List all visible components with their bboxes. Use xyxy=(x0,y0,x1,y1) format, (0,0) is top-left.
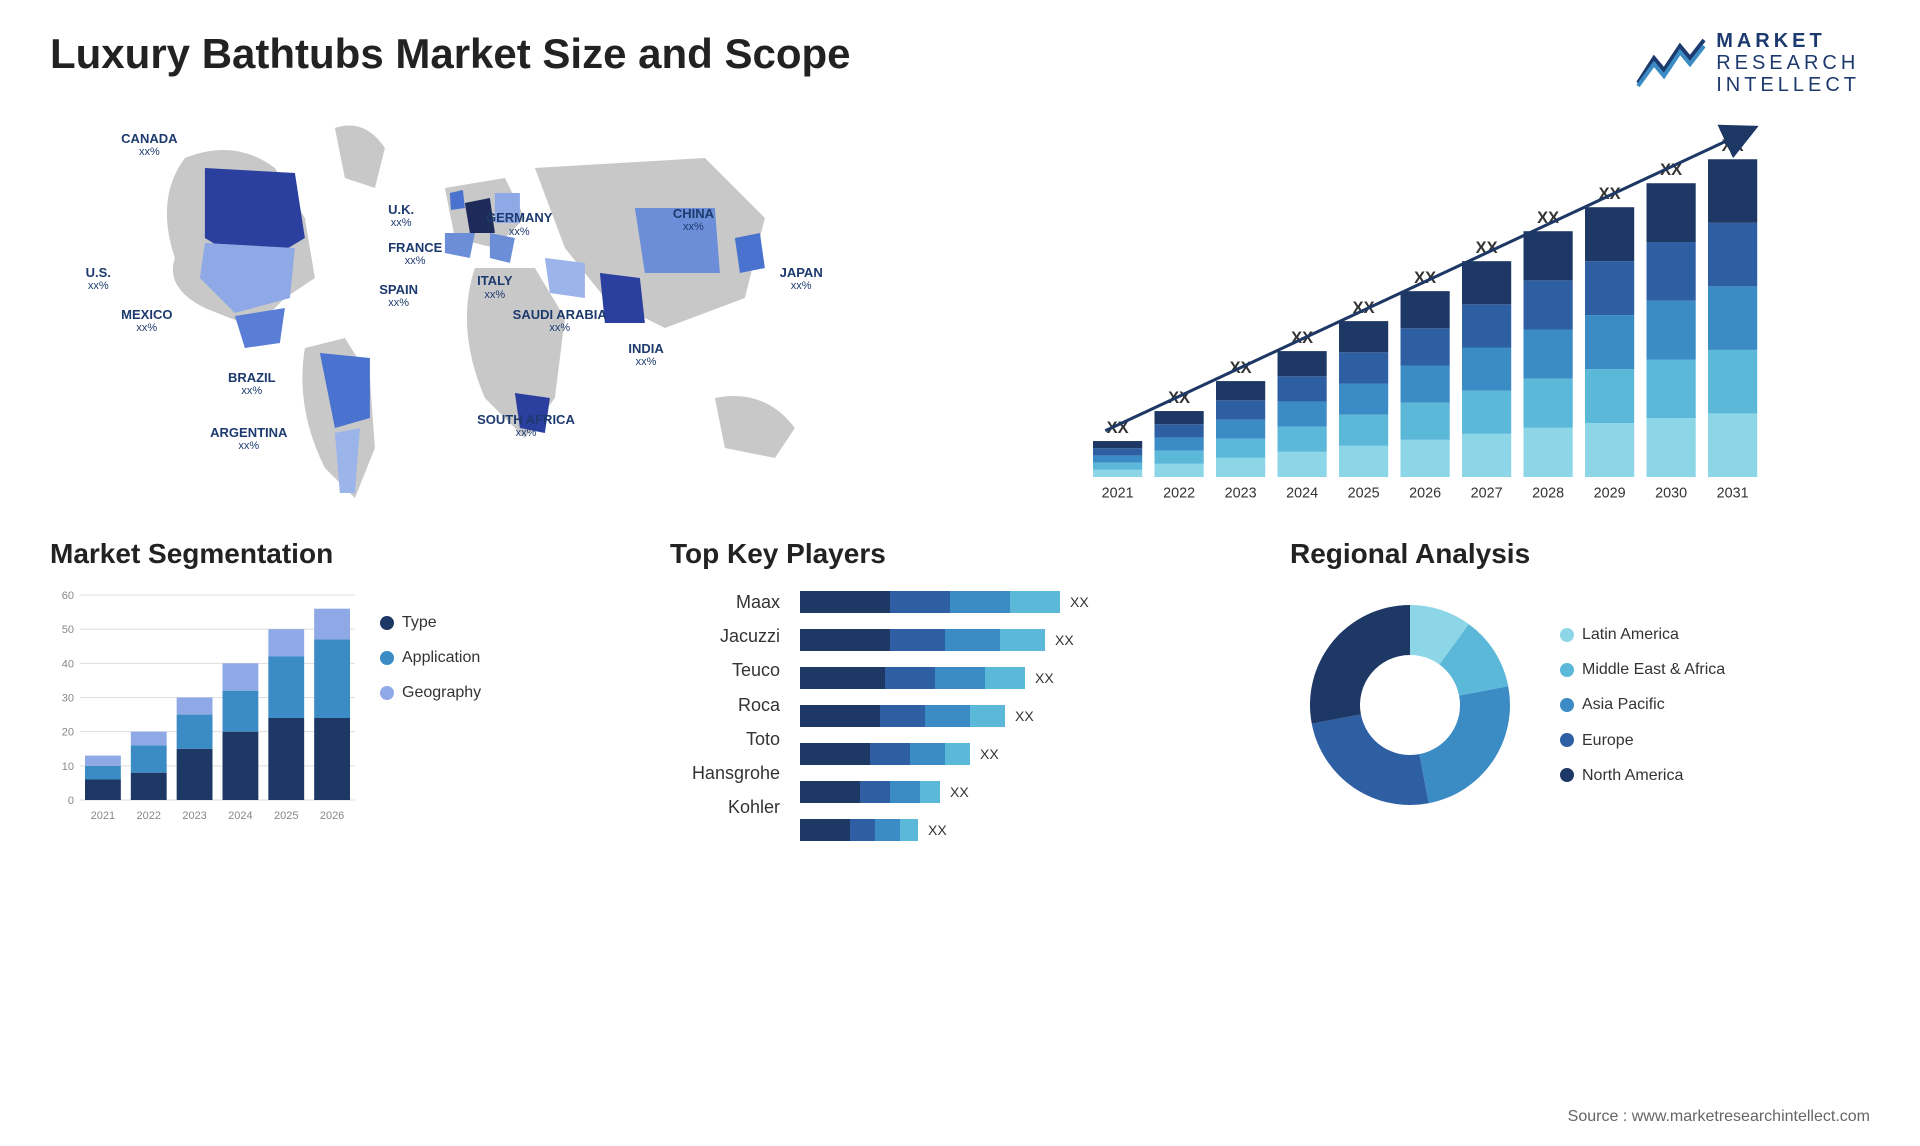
map-label: U.K.xx% xyxy=(388,203,414,229)
segmentation-legend: TypeApplicationGeography xyxy=(380,605,481,825)
page-title: Luxury Bathtubs Market Size and Scope xyxy=(50,30,1870,78)
map-label: SOUTH AFRICAxx% xyxy=(477,413,575,439)
svg-text:2023: 2023 xyxy=(1224,486,1256,502)
player-bar-row: XX xyxy=(800,737,1250,771)
svg-text:2021: 2021 xyxy=(91,810,115,822)
players-section: Top Key Players MaaxJacuzziTeucoRocaToto… xyxy=(670,538,1250,851)
svg-text:2029: 2029 xyxy=(1593,486,1625,502)
svg-text:2023: 2023 xyxy=(182,810,206,822)
source-footer: Source : www.marketresearchintellect.com xyxy=(1568,1108,1870,1126)
svg-text:2030: 2030 xyxy=(1655,486,1687,502)
map-label: CHINAxx% xyxy=(673,207,714,233)
players-names: MaaxJacuzziTeucoRocaTotoHansgroheKohler xyxy=(670,585,780,851)
map-label: U.S.xx% xyxy=(86,266,111,292)
svg-text:2022: 2022 xyxy=(1163,486,1195,502)
legend-item: Middle East & Africa xyxy=(1560,652,1725,687)
brand-logo: MARKET RESEARCH INTELLECT xyxy=(1636,30,1860,96)
svg-text:2024: 2024 xyxy=(1286,486,1318,502)
player-name: Hansgrohe xyxy=(670,756,780,790)
logo-line1: MARKET xyxy=(1716,30,1860,52)
logo-line3: INTELLECT xyxy=(1716,74,1860,96)
map-label: INDIAxx% xyxy=(628,342,663,368)
regional-title: Regional Analysis xyxy=(1290,538,1870,570)
svg-text:2026: 2026 xyxy=(320,810,344,822)
segmentation-section: Market Segmentation 0 10 20 30 40 50 60 2021 202… xyxy=(50,538,630,851)
player-name: Roca xyxy=(670,688,780,722)
svg-text:60: 60 xyxy=(62,590,74,602)
logo-line2: RESEARCH xyxy=(1716,52,1860,74)
svg-text:2024: 2024 xyxy=(228,810,252,822)
svg-text:20: 20 xyxy=(62,727,74,739)
svg-text:2025: 2025 xyxy=(1347,486,1379,502)
player-bar-row: XX xyxy=(800,699,1250,733)
player-bar-row: XX xyxy=(800,623,1250,657)
svg-text:2026: 2026 xyxy=(1409,486,1441,502)
legend-item: Asia Pacific xyxy=(1560,687,1725,722)
map-label: BRAZILxx% xyxy=(228,371,276,397)
legend-item: Europe xyxy=(1560,723,1725,758)
map-label: CANADAxx% xyxy=(121,132,177,158)
segmentation-title: Market Segmentation xyxy=(50,538,630,570)
growth-chart: XX2021XX2022XX2023XX2024XX2025XX2026XX20… xyxy=(980,98,1870,518)
players-title: Top Key Players xyxy=(670,538,1250,570)
map-label: ARGENTINAxx% xyxy=(210,426,287,452)
legend-item: Application xyxy=(380,640,481,675)
legend-item: North America xyxy=(1560,758,1725,793)
svg-text:10: 10 xyxy=(62,761,74,773)
regional-legend: Latin AmericaMiddle East & AfricaAsia Pa… xyxy=(1560,617,1725,793)
player-name: Jacuzzi xyxy=(670,619,780,653)
svg-text:0: 0 xyxy=(68,795,74,807)
segmentation-chart: 0 10 20 30 40 50 60 2021 2022 2023 2024 2025 2026 xyxy=(50,585,360,825)
map-label: ITALYxx% xyxy=(477,274,512,300)
svg-text:2031: 2031 xyxy=(1716,486,1748,502)
logo-icon xyxy=(1636,38,1706,88)
map-label: FRANCExx% xyxy=(388,241,442,267)
svg-text:30: 30 xyxy=(62,693,74,705)
world-map: CANADAxx% U.S.xx% MEXICOxx% BRAZILxx% ARGENT… xyxy=(50,98,940,518)
svg-text:2028: 2028 xyxy=(1532,486,1564,502)
legend-item: Latin America xyxy=(1560,617,1725,652)
legend-item: Type xyxy=(380,605,481,640)
player-bar-row: XX xyxy=(800,661,1250,695)
svg-text:XX: XX xyxy=(1721,137,1743,155)
svg-text:2025: 2025 xyxy=(274,810,298,822)
svg-text:50: 50 xyxy=(62,624,74,636)
svg-text:2027: 2027 xyxy=(1470,486,1502,502)
svg-text:2021: 2021 xyxy=(1101,486,1133,502)
players-chart: XX XX XX XX XX XX XX xyxy=(800,585,1250,851)
legend-item: Geography xyxy=(380,675,481,710)
player-name: Maax xyxy=(670,585,780,619)
player-name: Teuco xyxy=(670,653,780,687)
map-label: SPAINxx% xyxy=(379,283,418,309)
player-name: Toto xyxy=(670,722,780,756)
map-label: SAUDI ARABIAxx% xyxy=(513,308,607,334)
map-label: GERMANYxx% xyxy=(486,211,552,237)
svg-text:2022: 2022 xyxy=(137,810,161,822)
svg-text:40: 40 xyxy=(62,658,74,670)
regional-section: Regional Analysis Latin AmericaMiddle Ea… xyxy=(1290,538,1870,851)
regional-donut xyxy=(1290,585,1530,825)
map-label: MEXICOxx% xyxy=(121,308,172,334)
map-label: JAPANxx% xyxy=(780,266,823,292)
player-bar-row: XX xyxy=(800,813,1250,847)
player-name: Kohler xyxy=(670,790,780,824)
player-bar-row: XX xyxy=(800,585,1250,619)
player-bar-row: XX xyxy=(800,775,1250,809)
